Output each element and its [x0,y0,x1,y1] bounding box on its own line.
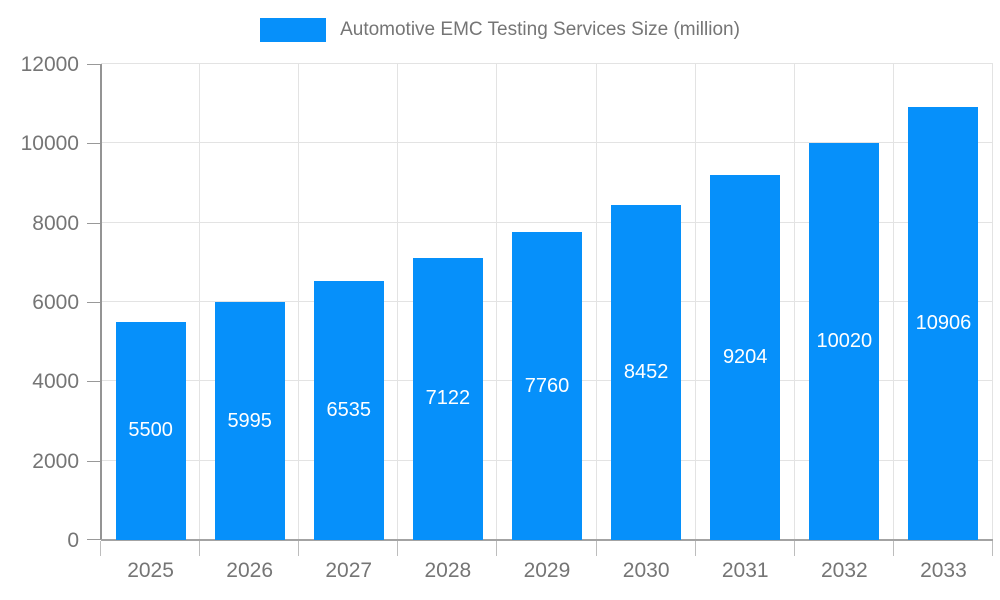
bar[interactable]: 10906 [908,107,979,540]
legend-label: Automotive EMC Testing Services Size (mi… [340,19,740,40]
x-axis-tick [893,541,894,556]
bar[interactable]: 5995 [214,302,285,540]
bar[interactable]: 5500 [115,321,186,540]
y-axis-tick [87,64,101,65]
y-axis-tick [87,222,101,224]
x-axis-tick [596,541,597,556]
x-axis-tick [695,541,696,556]
bar-value-label: 6535 [326,398,372,421]
y-axis-label: 2000 [32,449,79,473]
y-axis-line [100,64,102,540]
y-axis-tick [87,539,101,540]
bar-value-label: 10020 [816,329,873,352]
gridline-horizontal [101,63,993,64]
bar[interactable]: 7760 [512,232,582,540]
bar[interactable]: 9204 [710,174,781,540]
bar-value-label: 7122 [425,387,471,410]
x-axis-line [101,539,993,541]
y-axis-tick [87,460,101,462]
bar[interactable]: 10020 [809,142,880,540]
gridline-vertical [695,64,696,540]
bar[interactable]: 8452 [611,204,682,540]
x-axis-label: 2030 [622,559,670,582]
gridline-vertical [794,64,795,540]
gridline-vertical [992,64,993,540]
gridline-vertical [596,64,597,540]
legend[interactable]: Automotive EMC Testing Services Size (mi… [0,18,1000,42]
y-axis-label: 6000 [32,291,79,314]
y-axis-tick [87,381,101,383]
gridline-horizontal [101,142,993,144]
x-axis-label: 2027 [325,559,373,582]
x-axis-label: 2033 [920,559,967,582]
gridline-vertical [397,64,398,540]
bar-value-label: 5995 [227,409,272,432]
gridline-vertical [496,64,497,540]
x-axis-tick [992,541,993,556]
x-axis-label: 2029 [523,559,571,582]
bar[interactable]: 6535 [313,280,384,540]
bar[interactable]: 7122 [412,257,483,540]
x-axis-label: 2028 [424,559,472,582]
legend-swatch [260,18,327,42]
bar-value-label: 7760 [524,374,570,397]
y-axis-label: 10000 [20,132,79,156]
x-axis-tick [496,541,497,556]
bar-value-label: 9204 [722,345,768,368]
y-axis-tick [87,143,101,145]
x-axis-label: 2032 [820,559,868,582]
x-axis-tick [298,541,299,556]
x-axis-tick [794,541,795,556]
gridline-vertical [298,64,299,540]
y-axis-label: 12000 [20,53,79,76]
gridline-horizontal [101,221,993,223]
chart-plot-area: 0 2000 4000 6000 8000 10000 12000 5500 2025 5995 2… [21,54,993,581]
gridline-vertical [199,64,200,540]
gridline-vertical [893,64,894,540]
y-axis-tick [87,302,101,303]
bar-value-label: 10906 [915,312,972,335]
y-axis-label: 4000 [32,370,79,394]
y-axis-label: 8000 [32,211,79,235]
y-axis-label: 0 [67,529,79,552]
bar-value-label: 5500 [128,419,173,442]
x-axis-tick [397,541,398,556]
x-axis-tick [100,541,101,556]
bar-value-label: 8452 [623,360,669,383]
x-axis-label: 2031 [721,559,769,582]
x-axis-tick [199,541,200,556]
x-axis-label: 2025 [127,559,174,582]
x-axis-label: 2026 [226,559,273,582]
